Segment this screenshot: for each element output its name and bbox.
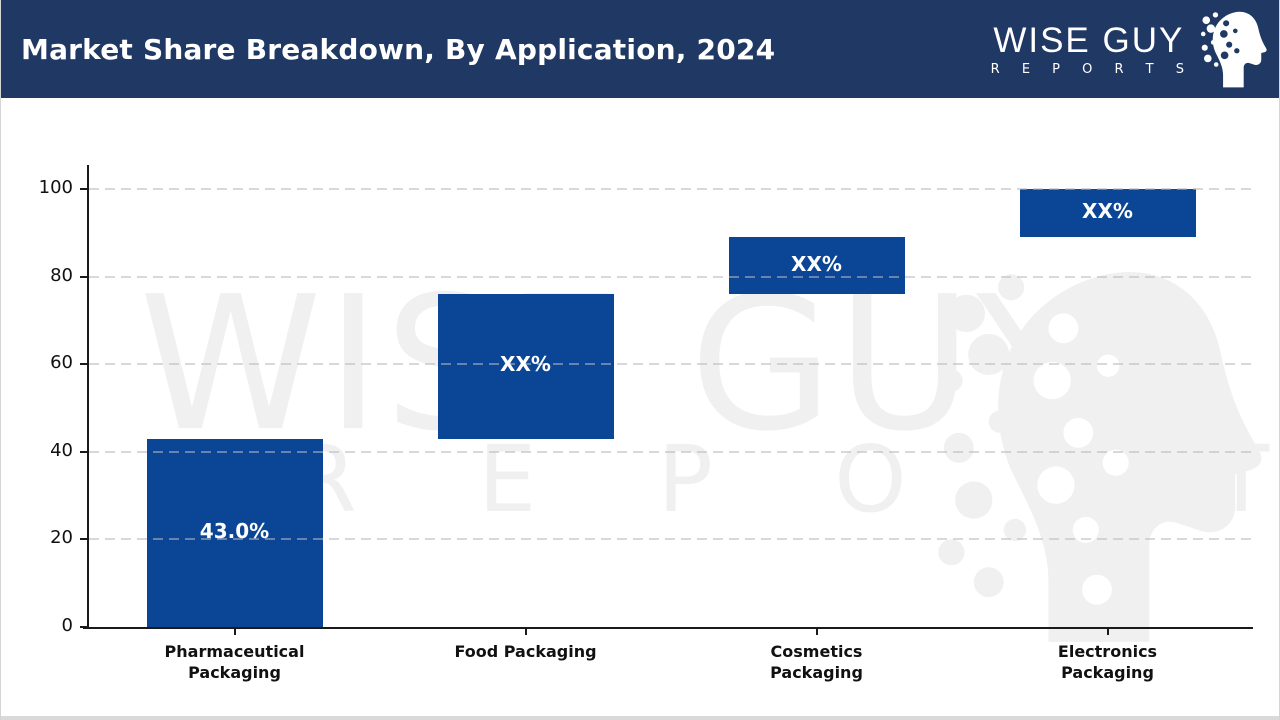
y-tick-label-100: 100 (38, 177, 73, 198)
category-label-cosmetics-packaging: Cosmetics Packaging (770, 642, 863, 682)
chart-area: 0 20 40 60 80 100 43.0% Pharmaceutical Packaging… (39, 165, 1253, 682)
x-axis-line (83, 627, 1253, 629)
gridline-80 (89, 275, 1253, 278)
x-tick-pharmaceutical-packaging (233, 629, 236, 635)
gridline-20 (89, 538, 1253, 541)
category-label-pharmaceutical-packaging: Pharmaceutical Packaging (164, 642, 305, 682)
header-bar: Market Share Breakdown, By Application, … (1, 0, 1279, 98)
bar-value-label-pharmaceutical-packaging: 43.0% (199, 518, 270, 543)
page-title: Market Share Breakdown, By Application, … (21, 32, 776, 66)
y-tick-100 (80, 188, 89, 190)
bottom-strip (1, 716, 1279, 720)
y-tick-label-0: 0 (61, 615, 73, 636)
bar-value-label-cosmetics-packaging: XX% (791, 251, 842, 276)
y-tick-0 (80, 626, 89, 628)
x-tick-food-packaging (524, 629, 527, 635)
bar-food-packaging (437, 294, 614, 439)
y-tick-60 (80, 363, 89, 366)
y-tick-20 (80, 538, 89, 541)
y-tick-label-80: 80 (50, 264, 73, 286)
bar-value-label-food-packaging: XX% (500, 352, 551, 377)
y-tick-80 (80, 275, 89, 278)
logo-text: WISE GUY R E P O R T S (985, 22, 1193, 78)
bar-pharmaceutical-packaging (146, 438, 323, 627)
bar-cosmetics-packaging (728, 237, 905, 295)
y-tick-label-20: 20 (50, 527, 73, 549)
logo-subname: R E P O R T S (990, 62, 1193, 77)
y-axis-line (87, 165, 89, 629)
gridline-100 (89, 188, 1253, 190)
bar-value-label-electronics-packaging: XX% (1082, 199, 1133, 224)
y-tick-label-40: 40 (50, 439, 73, 461)
y-tick-label-60: 60 (50, 352, 73, 374)
logo-name: WISE GUY (993, 21, 1185, 60)
x-tick-cosmetics-packaging (815, 629, 818, 635)
bar-electronics-packaging (1019, 189, 1196, 238)
gridline-40 (89, 450, 1253, 453)
y-tick-40 (80, 450, 89, 453)
category-label-food-packaging: Food Packaging (454, 642, 597, 661)
logo-head-icon (1200, 11, 1267, 88)
x-tick-electronics-packaging (1106, 629, 1109, 635)
category-label-electronics-packaging: Electronics Packaging (1057, 642, 1158, 682)
wiseguy-logo: WISE GUY R E P O R T S (985, 7, 1269, 93)
gridline-60 (89, 363, 1253, 366)
